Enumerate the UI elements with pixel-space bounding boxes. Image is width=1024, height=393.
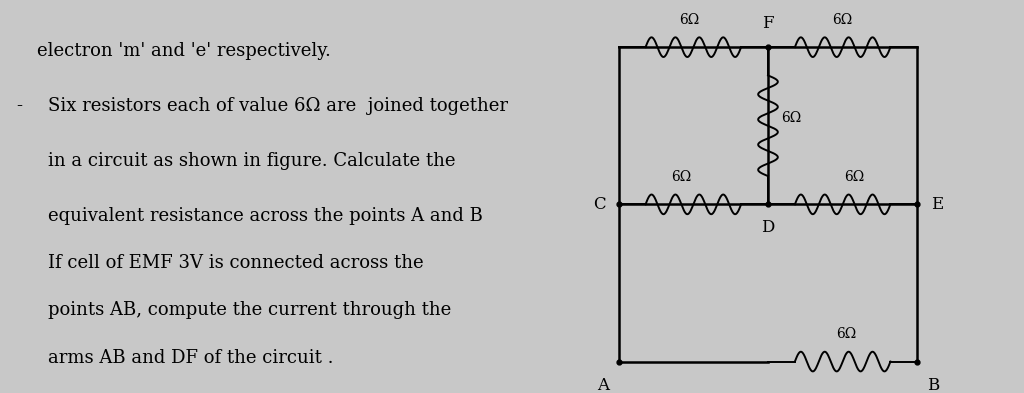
Text: D: D (761, 219, 775, 237)
Text: E: E (931, 196, 943, 213)
Text: 6Ω: 6Ω (781, 111, 802, 125)
Text: If cell of EMF 3V is connected across the: If cell of EMF 3V is connected across th… (48, 254, 424, 272)
Text: A: A (597, 376, 609, 393)
Text: 6Ω: 6Ω (679, 13, 699, 27)
Text: points AB, compute the current through the: points AB, compute the current through t… (48, 301, 452, 320)
Text: C: C (593, 196, 605, 213)
Text: 6Ω: 6Ω (837, 327, 857, 341)
Text: 6Ω: 6Ω (833, 13, 853, 27)
Text: Six resistors each of value 6Ω are  joined together: Six resistors each of value 6Ω are joine… (48, 97, 508, 115)
Text: electron 'm' and 'e' respectively.: electron 'm' and 'e' respectively. (37, 42, 331, 60)
Text: 6Ω: 6Ω (672, 170, 691, 184)
Text: F: F (762, 15, 774, 32)
Text: equivalent resistance across the points A and B: equivalent resistance across the points … (48, 207, 482, 225)
Text: 6Ω: 6Ω (845, 170, 864, 184)
Text: B: B (927, 376, 939, 393)
Text: arms AB and DF of the circuit .: arms AB and DF of the circuit . (48, 349, 334, 367)
Text: -: - (16, 97, 22, 115)
Text: in a circuit as shown in figure. Calculate the: in a circuit as shown in figure. Calcula… (48, 152, 456, 170)
